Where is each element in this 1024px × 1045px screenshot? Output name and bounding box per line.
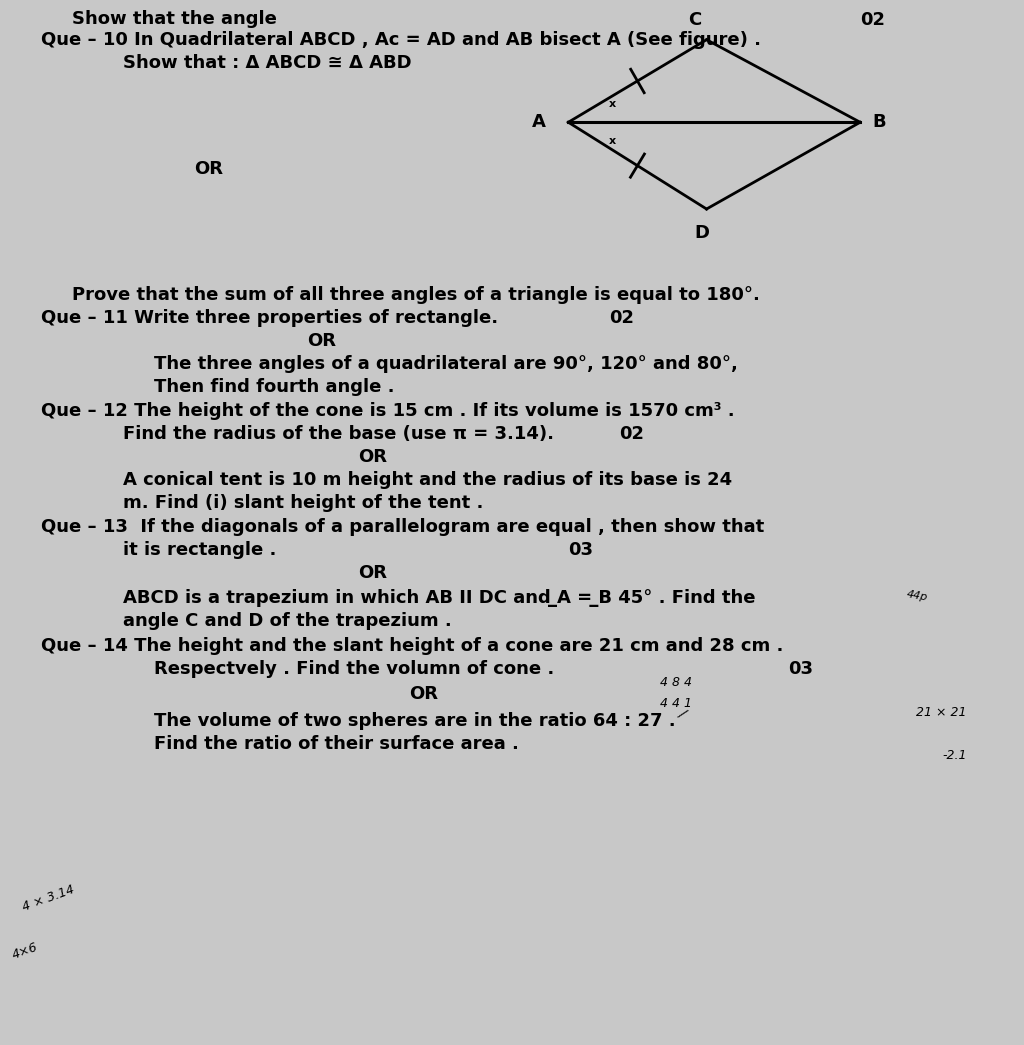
- Text: -2.1: -2.1: [942, 749, 967, 762]
- Text: A: A: [531, 113, 546, 132]
- Text: Respectvely . Find the volumn of cone .: Respectvely . Find the volumn of cone .: [154, 659, 554, 678]
- Text: 4 4 1: 4 4 1: [660, 697, 692, 710]
- Text: angle C and D of the trapezium .: angle C and D of the trapezium .: [123, 611, 452, 630]
- Text: Then find fourth angle .: Then find fourth angle .: [154, 377, 394, 396]
- Text: 4 × 3.14: 4 × 3.14: [20, 883, 76, 914]
- Text: Que – 11 Write three properties of rectangle.: Que – 11 Write three properties of recta…: [41, 308, 498, 327]
- Text: Find the radius of the base (use π = 3.14).: Find the radius of the base (use π = 3.1…: [123, 424, 554, 443]
- Text: Show that : Δ ABCD ≅ Δ ABD: Show that : Δ ABCD ≅ Δ ABD: [123, 53, 412, 72]
- Text: it is rectangle .: it is rectangle .: [123, 540, 276, 559]
- Text: The three angles of a quadrilateral are 90°, 120° and 80°,: The three angles of a quadrilateral are …: [154, 354, 737, 373]
- Text: 02: 02: [609, 308, 634, 327]
- Text: OR: OR: [195, 160, 223, 179]
- Text: 4 8 4: 4 8 4: [660, 676, 692, 689]
- Text: OR: OR: [358, 447, 387, 466]
- Text: x: x: [608, 136, 615, 146]
- Text: x: x: [608, 99, 615, 110]
- Text: 44p: 44p: [906, 589, 929, 602]
- Text: Find the ratio of their surface area .: Find the ratio of their surface area .: [154, 735, 518, 753]
- Text: The volume of two spheres are in the ratio 64 : 27 .: The volume of two spheres are in the rat…: [154, 712, 675, 730]
- Text: /: /: [676, 705, 687, 720]
- Text: A conical tent is 10 m height and the radius of its base is 24: A conical tent is 10 m height and the ra…: [123, 470, 732, 489]
- Text: Prove that the sum of all three angles of a triangle is equal to 180°.: Prove that the sum of all three angles o…: [72, 285, 760, 304]
- Text: 4×6: 4×6: [10, 940, 40, 961]
- Text: OR: OR: [358, 563, 387, 582]
- Text: 03: 03: [568, 540, 593, 559]
- Text: D: D: [694, 224, 709, 241]
- Text: B: B: [872, 113, 886, 132]
- Text: OR: OR: [307, 331, 336, 350]
- Text: ABCD is a trapezium in which AB II DC and ̲A = ̲B 45° . Find the: ABCD is a trapezium in which AB II DC an…: [123, 588, 756, 607]
- Text: Que – 10 In Quadrilateral ABCD , Ac = AD and AB bisect A (See figure) .: Que – 10 In Quadrilateral ABCD , Ac = AD…: [41, 30, 761, 49]
- Text: 02: 02: [860, 11, 885, 29]
- Text: Que – 13  If the diagonals of a parallelogram are equal , then show that: Que – 13 If the diagonals of a parallelo…: [41, 517, 764, 536]
- Text: 02: 02: [620, 424, 644, 443]
- Text: Que – 14 The height and the slant height of a cone are 21 cm and 28 cm .: Que – 14 The height and the slant height…: [41, 636, 783, 655]
- Text: Que – 12 The height of the cone is 15 cm . If its volume is 1570 cm³ .: Que – 12 The height of the cone is 15 cm…: [41, 401, 734, 420]
- Text: Show that the angle: Show that the angle: [72, 9, 276, 28]
- Text: OR: OR: [410, 684, 438, 703]
- Text: 21 × 21: 21 × 21: [916, 706, 967, 719]
- Text: m. Find (i) slant height of the tent .: m. Find (i) slant height of the tent .: [123, 493, 483, 512]
- Text: C: C: [688, 11, 701, 29]
- Text: 03: 03: [788, 659, 813, 678]
